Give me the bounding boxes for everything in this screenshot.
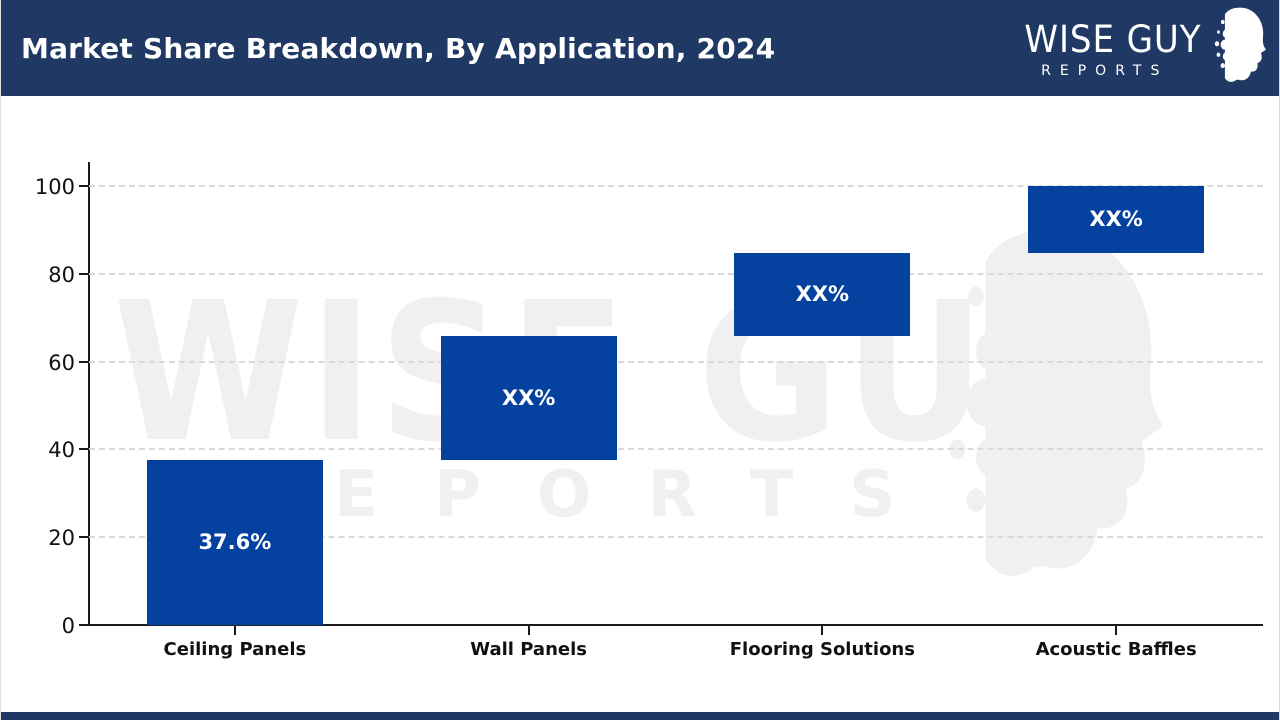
y-axis-tick-20 [79,536,88,539]
header-bar: Market Share Breakdown, By Application, … [1,0,1279,96]
x-axis-line [88,624,1263,626]
category-label-2: Flooring Solutions [729,639,915,660]
y-axis-tick-80 [79,272,88,275]
y-axis-line [88,162,90,626]
bar-value-label: 37.6% [198,530,272,555]
logo-subtext: REPORTS [1041,63,1169,79]
y-axis-tick-100 [79,185,88,187]
gridline-100 [89,185,1263,187]
category-label-1: Wall Panels [470,639,587,660]
y-axis-label-20: 20 [48,526,75,551]
logo-face-icon [1214,7,1266,82]
y-axis-label-60: 60 [48,350,75,375]
gridline-80 [89,272,1263,275]
x-axis-tick-3 [1115,626,1118,635]
y-axis-label-100: 100 [34,175,75,199]
y-axis-label-0: 0 [61,614,75,638]
y-axis-tick-0 [79,624,88,626]
gridline-20 [89,536,1263,539]
gridline-60 [89,360,1263,363]
y-axis-tick-60 [79,360,88,363]
bar-value-label: XX% [1089,207,1143,232]
y-axis-label-80: 80 [48,262,75,287]
bar-ceiling-panels: 37.6% [146,459,323,625]
chart-plot-area: 0 20 40 60 80 100 37.6% Ceiling Panels XX% Wall P… [1,96,1279,712]
footer-bar [1,712,1279,720]
x-axis-tick-1 [527,626,530,635]
page-title: Market Share Breakdown, By Application, … [21,31,776,65]
y-axis-tick-40 [79,448,88,451]
wise-guy-logo: WISE GUY REPORTS [1017,4,1267,92]
bar-value-label: XX% [501,385,556,410]
x-axis-tick-0 [233,626,236,635]
bar-flooring-solutions: XX% [734,252,911,336]
y-axis-label-40: 40 [48,438,75,463]
logo-text: WISE GUY REPORTS [1009,18,1201,79]
category-label-0: Ceiling Panels [163,639,307,660]
category-label-3: Acoustic Baffles [1035,639,1197,660]
gridline-40 [89,448,1263,451]
bar-wall-panels: XX% [440,335,617,460]
logo-wordmark: WISE GUY [1023,18,1201,61]
bar-value-label: XX% [795,282,850,307]
x-axis-tick-2 [821,626,824,635]
bar-acoustic-baffles: XX% [1028,186,1205,253]
